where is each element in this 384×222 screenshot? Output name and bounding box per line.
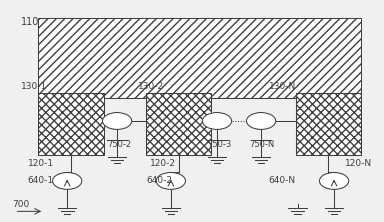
Bar [38,18,361,98]
Bar [296,93,361,155]
Text: 750-N: 750-N [249,140,274,149]
Text: 120-2: 120-2 [150,159,176,168]
Circle shape [156,172,185,189]
Text: 750-2: 750-2 [108,140,132,149]
Circle shape [247,113,276,129]
Bar [146,93,211,155]
Text: 750-3: 750-3 [207,140,232,149]
Text: 640-2: 640-2 [146,176,172,185]
Text: 640-N: 640-N [269,176,296,185]
Text: 700: 700 [12,200,30,209]
Circle shape [319,172,349,189]
Circle shape [53,172,82,189]
Text: 130-N: 130-N [269,82,296,91]
Text: 640-1: 640-1 [28,176,54,185]
Bar [38,93,104,155]
Text: 120-N: 120-N [345,159,372,168]
Text: 110: 110 [21,17,40,27]
Circle shape [103,113,132,129]
Text: 120-1: 120-1 [28,159,54,168]
Text: 130-1: 130-1 [21,82,47,91]
Circle shape [202,113,232,129]
Text: 130-2: 130-2 [138,82,164,91]
